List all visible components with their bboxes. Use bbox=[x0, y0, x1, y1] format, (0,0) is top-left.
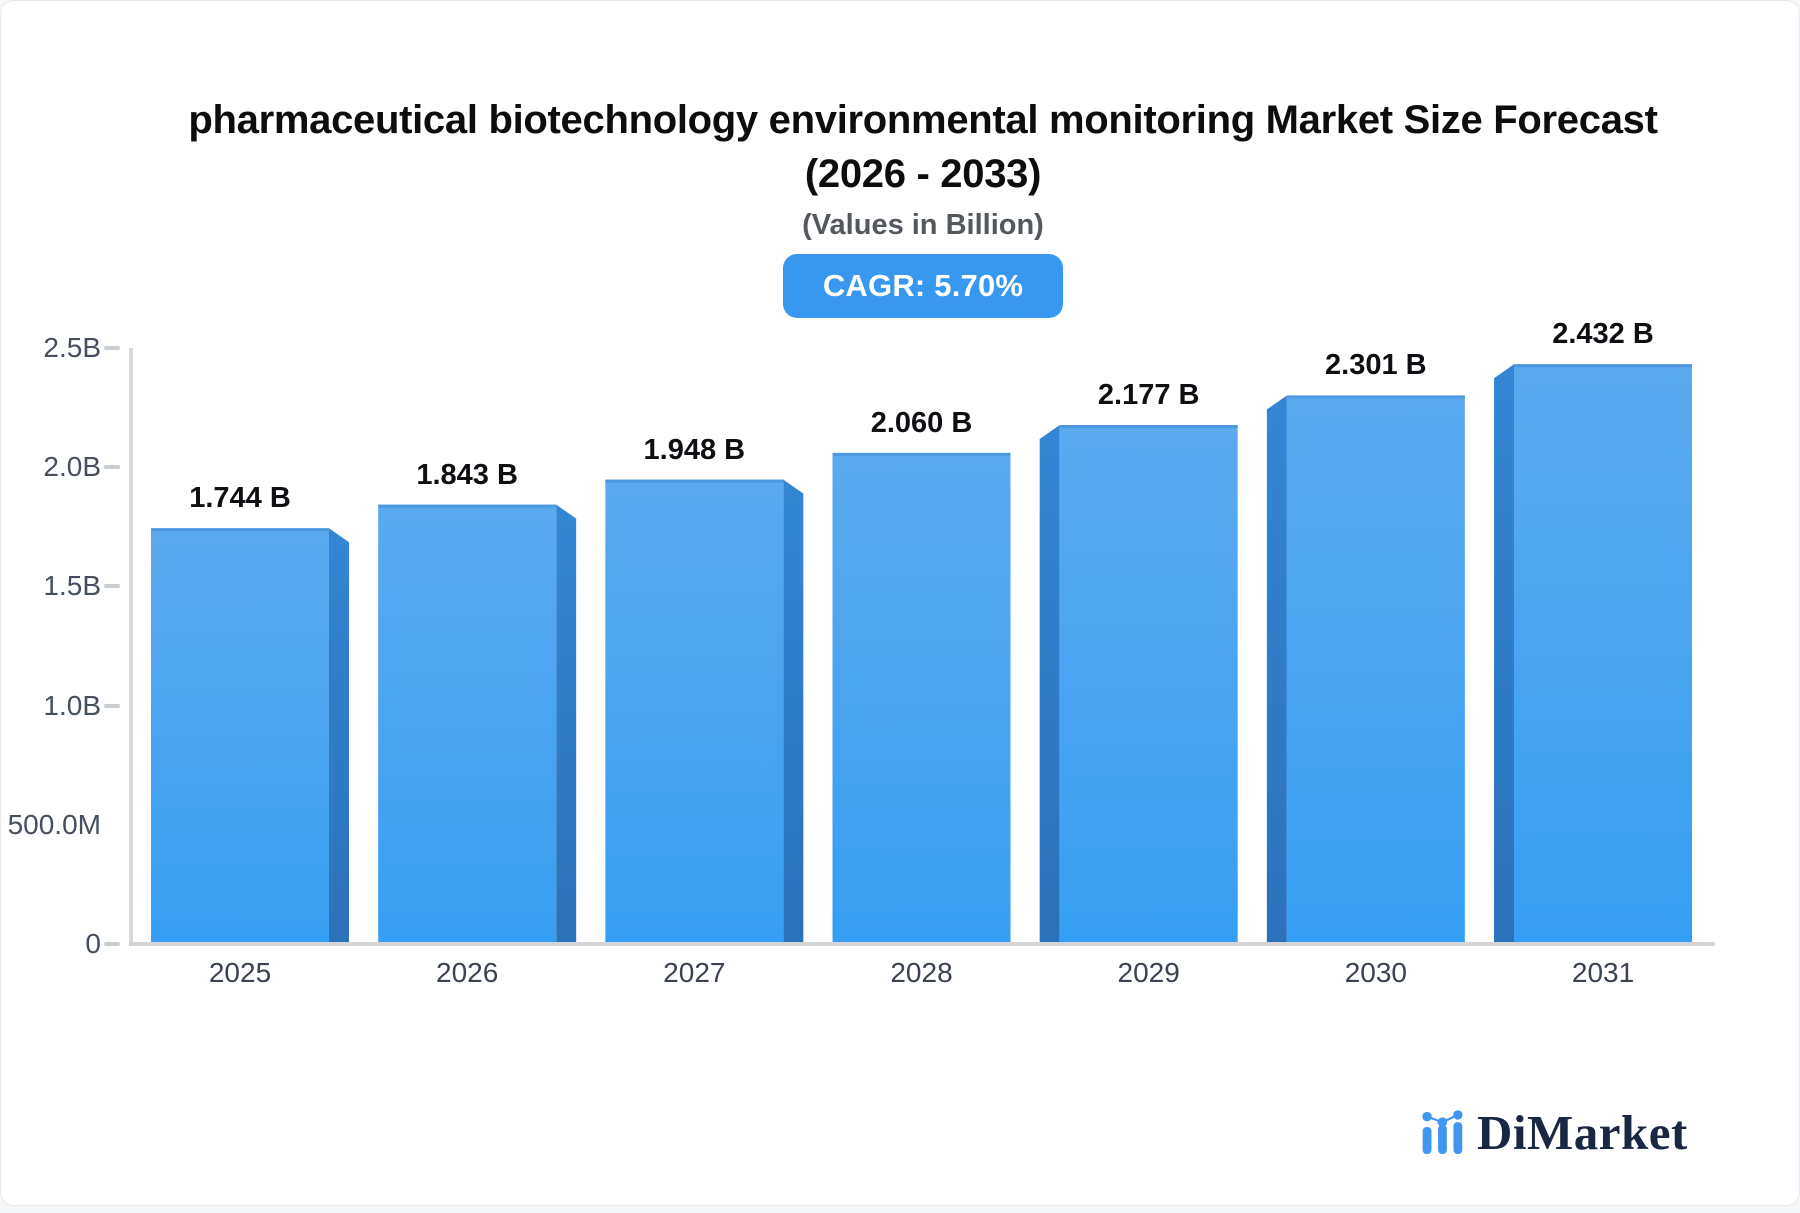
bar-3d-side bbox=[329, 528, 349, 944]
bars-layer bbox=[151, 364, 1693, 945]
chart-header: pharmaceutical biotechnology environment… bbox=[1, 93, 1800, 318]
axis-layer bbox=[129, 348, 1715, 946]
bar-2028[interactable] bbox=[832, 452, 1011, 944]
bar-3d-side bbox=[1494, 364, 1515, 945]
bar-2031[interactable] bbox=[1514, 364, 1693, 945]
cagr-badge: CAGR: 5.70% bbox=[782, 254, 1064, 318]
chart-title-line1: pharmaceutical biotechnology environment… bbox=[188, 98, 1658, 142]
chart-title-line2: (2026 - 2033) bbox=[804, 152, 1042, 196]
bar-top-edge bbox=[1286, 395, 1465, 399]
chart-title: pharmaceutical biotechnology environment… bbox=[45, 93, 1800, 201]
bar-3d-side bbox=[783, 479, 804, 944]
bar-3d-side bbox=[1266, 395, 1287, 944]
bar-2027[interactable] bbox=[605, 479, 784, 944]
chart-subtitle: (Values in Billion) bbox=[802, 209, 1044, 241]
brand-logo: DiMarket bbox=[1421, 1097, 1711, 1167]
bar-top-edge bbox=[1514, 364, 1693, 368]
y-axis-line bbox=[129, 348, 133, 944]
brand-logo-text: DiMarket bbox=[1477, 1104, 1688, 1160]
bar-3d-side bbox=[556, 504, 577, 944]
bar-3d-side bbox=[1039, 425, 1060, 945]
bar-top-edge bbox=[832, 452, 1011, 456]
bar-top-edge bbox=[1059, 425, 1238, 429]
x-axis-line bbox=[129, 942, 1715, 946]
bar-2026[interactable] bbox=[378, 504, 557, 944]
bar-top-edge bbox=[151, 528, 329, 532]
bar-2030[interactable] bbox=[1286, 395, 1465, 944]
bar-2025[interactable] bbox=[151, 528, 329, 944]
brand-logo-icon bbox=[1422, 1110, 1463, 1154]
bar-top-edge bbox=[605, 479, 784, 483]
bar-top-edge bbox=[378, 504, 557, 508]
bar-2029[interactable] bbox=[1059, 425, 1238, 945]
